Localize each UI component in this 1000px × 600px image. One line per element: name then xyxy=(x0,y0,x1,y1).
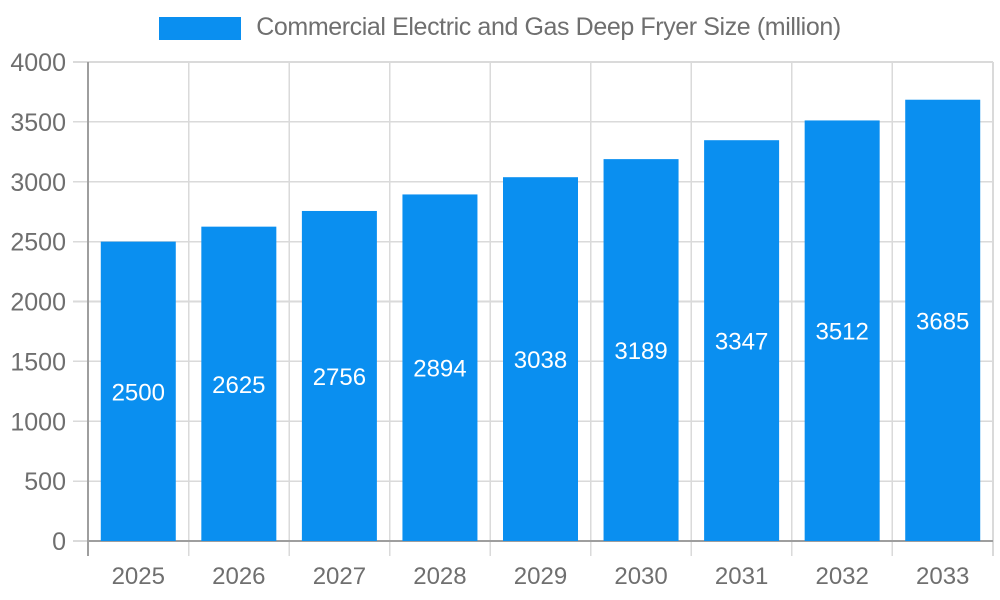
x-axis-tick-label: 2032 xyxy=(815,563,868,590)
legend-color-swatch xyxy=(159,16,242,40)
x-axis-tick-label: 2033 xyxy=(916,563,969,590)
bar-value-label: 2756 xyxy=(313,364,366,391)
y-axis-tick-label: 500 xyxy=(24,468,66,496)
y-axis-tick-label: 0 xyxy=(52,528,66,556)
bar[interactable] xyxy=(301,210,377,541)
bar[interactable] xyxy=(100,241,176,541)
x-axis-tick-label: 2026 xyxy=(212,563,265,590)
y-axis-tick-label: 3500 xyxy=(10,109,66,137)
y-axis-tick-label: 1000 xyxy=(10,408,66,436)
y-axis-tick-label: 4000 xyxy=(10,49,66,77)
x-axis-tick-label: 2029 xyxy=(514,563,567,590)
bar-value-label: 3038 xyxy=(514,347,567,374)
x-axis-tick-label: 2028 xyxy=(413,563,466,590)
bar[interactable] xyxy=(704,140,780,541)
bar[interactable] xyxy=(201,226,277,541)
bar-value-label: 3685 xyxy=(916,308,969,335)
y-axis-tick-label: 1500 xyxy=(10,348,66,376)
bar-value-label: 3512 xyxy=(815,319,868,346)
bar-value-label: 2500 xyxy=(112,379,165,406)
bar-value-label: 3347 xyxy=(715,329,768,356)
bar-value-label: 2894 xyxy=(413,356,466,383)
chart-legend: Commercial Electric and Gas Deep Fryer S… xyxy=(0,0,1000,56)
x-axis-tick-label: 2027 xyxy=(313,563,366,590)
bar-value-label: 2625 xyxy=(212,372,265,399)
bar[interactable] xyxy=(804,120,880,542)
bar[interactable] xyxy=(603,159,679,541)
bar[interactable] xyxy=(503,177,578,541)
y-axis-tick-label: 2500 xyxy=(10,229,66,257)
x-axis-tick-label: 2025 xyxy=(112,563,165,590)
bar[interactable] xyxy=(402,194,478,542)
x-axis-tick-label: 2030 xyxy=(614,563,667,590)
legend-item-series[interactable]: Commercial Electric and Gas Deep Fryer S… xyxy=(159,12,841,42)
y-axis-tick-label: 2000 xyxy=(10,289,66,317)
legend-series-label: Commercial Electric and Gas Deep Fryer S… xyxy=(256,12,841,41)
bar-value-label: 3189 xyxy=(614,338,667,365)
x-axis-tick-label: 2031 xyxy=(715,563,768,590)
bar[interactable] xyxy=(905,99,981,541)
y-axis-tick-label: 3000 xyxy=(10,169,66,197)
